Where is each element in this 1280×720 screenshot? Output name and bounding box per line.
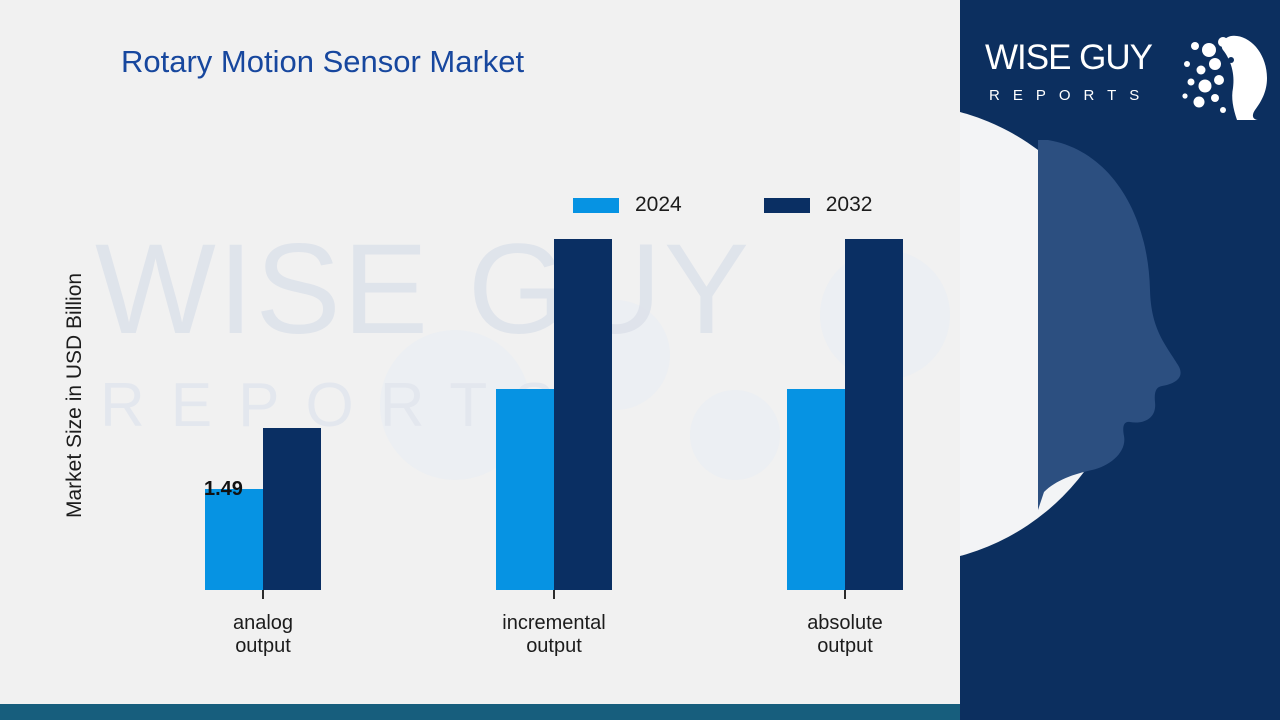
x-axis-category-label: incremental output [454,612,654,658]
x-axis-tick [844,590,846,599]
legend-label: 2024 [635,193,682,216]
category-label-line2: output [526,635,582,657]
chart-legend: 2024 2032 [573,193,872,217]
category-label-line1: analog [232,612,294,634]
bar-2024-3[interactable] [787,389,845,590]
legend-label: 2032 [825,193,873,216]
x-axis-category-label: absolute output [745,612,945,658]
face-profile-silhouette [1038,140,1181,510]
legend-item-2024[interactable]: 2024 [573,193,682,217]
page-title: Rotary Motion Sensor Market [121,44,525,79]
bar-2024-2[interactable] [496,389,554,590]
bar-2024-1[interactable] [205,489,263,590]
wiseguy-logo: WISE GUY REPORTS [985,35,1267,120]
bottom-accent-bar [0,704,960,720]
logo-tagline: REPORTS [989,87,1153,104]
bar-2032-1[interactable] [263,428,321,590]
x-axis-tick [262,590,264,599]
legend-item-2032[interactable]: 2032 [763,193,873,217]
logo-head-icon [1175,30,1271,122]
bar-2032-2[interactable] [554,239,612,590]
category-label-line1: absolute [807,612,883,634]
category-label-line2: output [235,635,291,657]
x-axis-tick [553,590,555,599]
category-label-line1: incremental [502,612,606,634]
category-label-line2: output [817,635,873,657]
legend-swatch-icon [573,197,619,213]
bar-2032-3[interactable] [845,239,903,590]
brand-panel [960,0,1280,720]
x-axis-category-label: analog output [163,612,363,658]
plot-area: 1.49 analog output incremental output absolut… [163,239,945,658]
legend-swatch-icon [763,197,810,213]
data-label-2024: 1.49 [204,478,243,500]
logo-wordmark: WISE GUY [985,38,1153,77]
